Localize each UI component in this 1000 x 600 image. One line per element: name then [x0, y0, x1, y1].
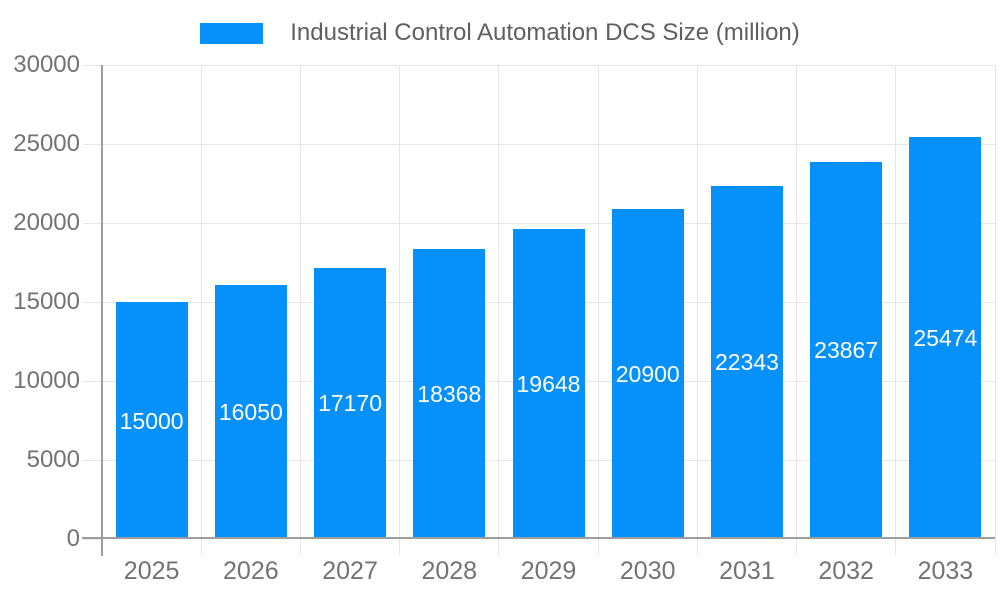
- horizontal-gridline: [102, 222, 995, 224]
- bar-value-label: 23867: [814, 337, 879, 364]
- x-tick-label: 2031: [719, 557, 775, 585]
- x-tick-mark: [399, 539, 401, 555]
- bar[interactable]: 25474: [909, 136, 982, 539]
- vertical-gridline: [895, 65, 897, 539]
- legend-item[interactable]: Industrial Control Automation DCS Size (…: [0, 12, 1000, 54]
- x-tick-mark: [597, 539, 599, 555]
- vertical-gridline: [994, 65, 996, 539]
- bar-value-label: 20900: [615, 360, 680, 387]
- x-tick-mark: [299, 539, 301, 555]
- bar[interactable]: 19648: [512, 228, 585, 539]
- y-tick-label: 25000: [13, 130, 80, 157]
- bar[interactable]: 16050: [214, 285, 287, 539]
- y-tick-label: 30000: [13, 51, 80, 78]
- y-tick-label: 15000: [13, 288, 80, 315]
- horizontal-gridline: [102, 64, 995, 66]
- vertical-gridline: [498, 65, 500, 539]
- x-tick-label: 2032: [818, 557, 874, 585]
- plot-area: 15000 16050 17170 18368 19648 20900 22343 23867…: [82, 64, 996, 556]
- y-tick-mark: [83, 301, 102, 303]
- y-tick-mark: [83, 538, 102, 540]
- bar[interactable]: 23867: [810, 161, 883, 539]
- vertical-gridline: [299, 65, 301, 539]
- legend-label: Industrial Control Automation DCS Size (…: [290, 19, 800, 46]
- y-tick-label: 0: [66, 525, 80, 552]
- horizontal-gridline: [102, 143, 995, 145]
- x-tick-mark: [994, 539, 996, 555]
- bar-value-label: 25474: [913, 324, 978, 351]
- x-tick-label: 2030: [619, 557, 676, 585]
- vertical-gridline: [696, 65, 698, 539]
- y-tick-label: 20000: [13, 209, 80, 236]
- y-tick-mark: [83, 222, 102, 224]
- x-tick-label: 2027: [322, 557, 378, 585]
- x-tick-mark: [200, 539, 202, 555]
- x-axis-line: [82, 537, 995, 539]
- bar[interactable]: 22343: [710, 185, 783, 539]
- y-tick-mark: [83, 380, 102, 382]
- vertical-gridline: [597, 65, 599, 539]
- x-tick-label: 2028: [421, 557, 478, 585]
- x-tick-mark: [796, 539, 798, 555]
- bar[interactable]: 20900: [611, 208, 684, 539]
- vertical-gridline: [399, 65, 401, 539]
- bar-value-label: 22343: [714, 349, 779, 376]
- y-tick-mark: [83, 459, 102, 461]
- bar-value-label: 17170: [318, 390, 383, 417]
- x-tick-mark: [895, 539, 897, 555]
- y-tick-mark: [83, 64, 102, 66]
- bar-value-label: 16050: [218, 399, 283, 426]
- x-tick-mark: [696, 539, 698, 555]
- x-tick-mark: [498, 539, 500, 555]
- y-tick-mark: [83, 143, 102, 145]
- y-tick-label: 5000: [26, 446, 80, 473]
- bar[interactable]: 17170: [314, 267, 387, 539]
- bar-value-label: 18368: [417, 380, 482, 407]
- legend-color-swatch: [200, 22, 264, 44]
- x-tick-label: 2026: [223, 557, 279, 585]
- bar[interactable]: 15000: [115, 302, 188, 539]
- bar-value-label: 19648: [516, 370, 581, 397]
- bar-value-label: 15000: [119, 407, 184, 434]
- bar[interactable]: 18368: [413, 248, 486, 539]
- x-tick-label: 2025: [123, 557, 180, 585]
- y-axis-line: [101, 65, 103, 556]
- x-tick-label: 2029: [520, 557, 577, 585]
- vertical-gridline: [200, 65, 202, 539]
- y-tick-label: 10000: [13, 367, 80, 394]
- x-tick-label: 2033: [917, 557, 974, 585]
- vertical-gridline: [796, 65, 798, 539]
